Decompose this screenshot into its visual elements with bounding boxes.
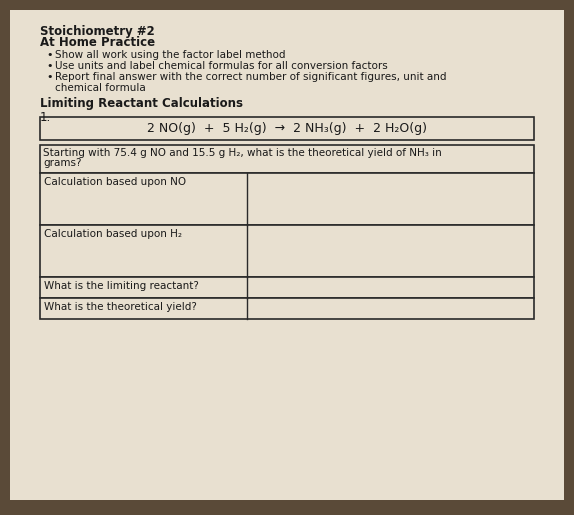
FancyBboxPatch shape [40, 145, 534, 173]
Text: 2 NO(g)  +  5 H₂(g)  →  2 NH₃(g)  +  2 H₂O(g): 2 NO(g) + 5 H₂(g) → 2 NH₃(g) + 2 H₂O(g) [147, 122, 427, 135]
Text: Starting with 75.4 g NO and 15.5 g H₂, what is the theoretical yield of NH₃ in: Starting with 75.4 g NO and 15.5 g H₂, w… [43, 148, 442, 158]
FancyBboxPatch shape [40, 298, 534, 319]
FancyBboxPatch shape [40, 117, 534, 140]
Text: Calculation based upon H₂: Calculation based upon H₂ [44, 229, 182, 239]
Text: Show all work using the factor label method: Show all work using the factor label met… [55, 50, 285, 60]
FancyBboxPatch shape [40, 225, 534, 277]
Text: Limiting Reactant Calculations: Limiting Reactant Calculations [40, 97, 243, 110]
FancyBboxPatch shape [40, 173, 534, 225]
Text: Use units and label chemical formulas for all conversion factors: Use units and label chemical formulas fo… [55, 61, 388, 71]
FancyBboxPatch shape [10, 10, 564, 500]
Text: Stoichiometry #2: Stoichiometry #2 [40, 25, 155, 38]
Text: 1.: 1. [40, 111, 51, 124]
Text: Report final answer with the correct number of significant figures, unit and: Report final answer with the correct num… [55, 72, 447, 82]
Text: •: • [46, 50, 52, 60]
FancyBboxPatch shape [40, 277, 534, 298]
Text: What is the theoretical yield?: What is the theoretical yield? [44, 302, 197, 312]
Text: What is the limiting reactant?: What is the limiting reactant? [44, 281, 199, 291]
Text: Calculation based upon NO: Calculation based upon NO [44, 177, 186, 187]
Text: •: • [46, 72, 52, 82]
Text: •: • [46, 61, 52, 71]
Text: At Home Practice: At Home Practice [40, 36, 155, 49]
Text: grams?: grams? [43, 158, 82, 168]
Text: chemical formula: chemical formula [55, 83, 146, 93]
